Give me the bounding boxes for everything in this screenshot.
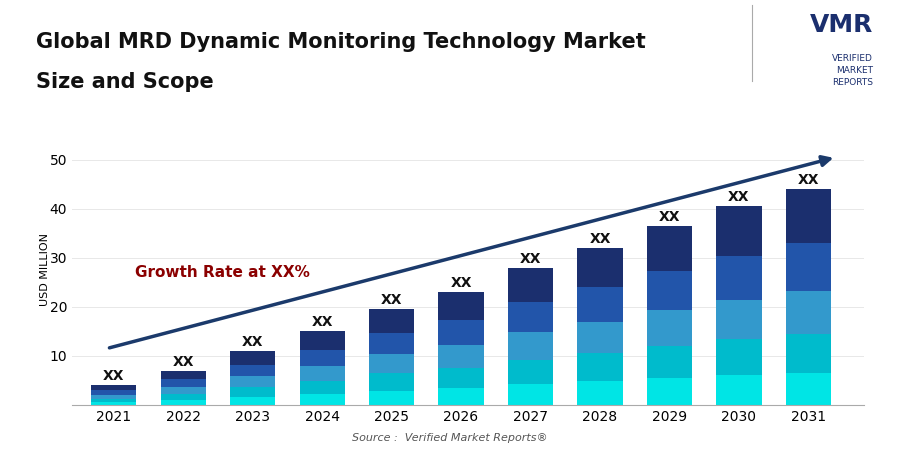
- Bar: [300, 394, 345, 405]
- Bar: [647, 310, 692, 346]
- Bar: [578, 382, 623, 405]
- Bar: [230, 397, 275, 405]
- Text: XX: XX: [797, 173, 819, 187]
- Text: VMR: VMR: [810, 14, 873, 37]
- Bar: [508, 360, 554, 384]
- Bar: [91, 395, 136, 399]
- Bar: [91, 385, 136, 390]
- Bar: [369, 391, 414, 405]
- Bar: [438, 320, 483, 345]
- Bar: [647, 226, 692, 270]
- Bar: [91, 402, 136, 405]
- Bar: [438, 368, 483, 388]
- Bar: [369, 333, 414, 354]
- Text: Global MRD Dynamic Monitoring Technology Market: Global MRD Dynamic Monitoring Technology…: [36, 32, 646, 51]
- Text: Source :  Verified Market Reports®: Source : Verified Market Reports®: [352, 433, 548, 443]
- Bar: [160, 394, 206, 400]
- Bar: [647, 378, 692, 405]
- Bar: [160, 400, 206, 405]
- Bar: [578, 248, 623, 287]
- Text: XX: XX: [728, 190, 750, 204]
- Bar: [369, 374, 414, 391]
- Bar: [786, 189, 831, 243]
- Bar: [160, 379, 206, 387]
- Text: XX: XX: [381, 293, 402, 307]
- Bar: [230, 387, 275, 397]
- Bar: [160, 387, 206, 394]
- Text: Growth Rate at XX%: Growth Rate at XX%: [134, 265, 310, 280]
- Bar: [91, 390, 136, 395]
- Bar: [716, 300, 761, 339]
- Bar: [578, 353, 623, 382]
- Text: XX: XX: [520, 252, 541, 266]
- Bar: [91, 399, 136, 402]
- Bar: [508, 332, 554, 360]
- Bar: [300, 350, 345, 366]
- Bar: [300, 381, 345, 394]
- Bar: [438, 345, 483, 368]
- Bar: [438, 388, 483, 405]
- Bar: [508, 384, 554, 405]
- Bar: [716, 256, 761, 300]
- Bar: [716, 375, 761, 405]
- Text: XX: XX: [242, 335, 264, 349]
- Text: VERIFIED
MARKET
REPORTS: VERIFIED MARKET REPORTS: [832, 54, 873, 86]
- Text: XX: XX: [173, 355, 194, 369]
- Text: Size and Scope: Size and Scope: [36, 72, 214, 92]
- Bar: [508, 302, 554, 332]
- Bar: [438, 292, 483, 320]
- Bar: [578, 322, 623, 353]
- Bar: [369, 309, 414, 333]
- Bar: [508, 268, 554, 302]
- Bar: [300, 331, 345, 350]
- Bar: [786, 373, 831, 405]
- Text: XX: XX: [311, 315, 333, 329]
- Bar: [230, 364, 275, 376]
- Bar: [300, 366, 345, 381]
- Bar: [786, 334, 831, 373]
- Bar: [716, 206, 761, 256]
- Bar: [786, 243, 831, 291]
- Bar: [230, 376, 275, 387]
- Y-axis label: USD MILLION: USD MILLION: [40, 234, 50, 306]
- Text: XX: XX: [103, 369, 124, 383]
- Text: XX: XX: [590, 232, 611, 246]
- Text: XX: XX: [450, 276, 472, 290]
- Bar: [160, 371, 206, 379]
- Bar: [369, 354, 414, 374]
- Bar: [786, 291, 831, 334]
- Bar: [716, 339, 761, 375]
- Bar: [647, 270, 692, 310]
- Bar: [647, 346, 692, 378]
- Bar: [230, 351, 275, 364]
- Text: XX: XX: [659, 210, 680, 224]
- Bar: [578, 287, 623, 322]
